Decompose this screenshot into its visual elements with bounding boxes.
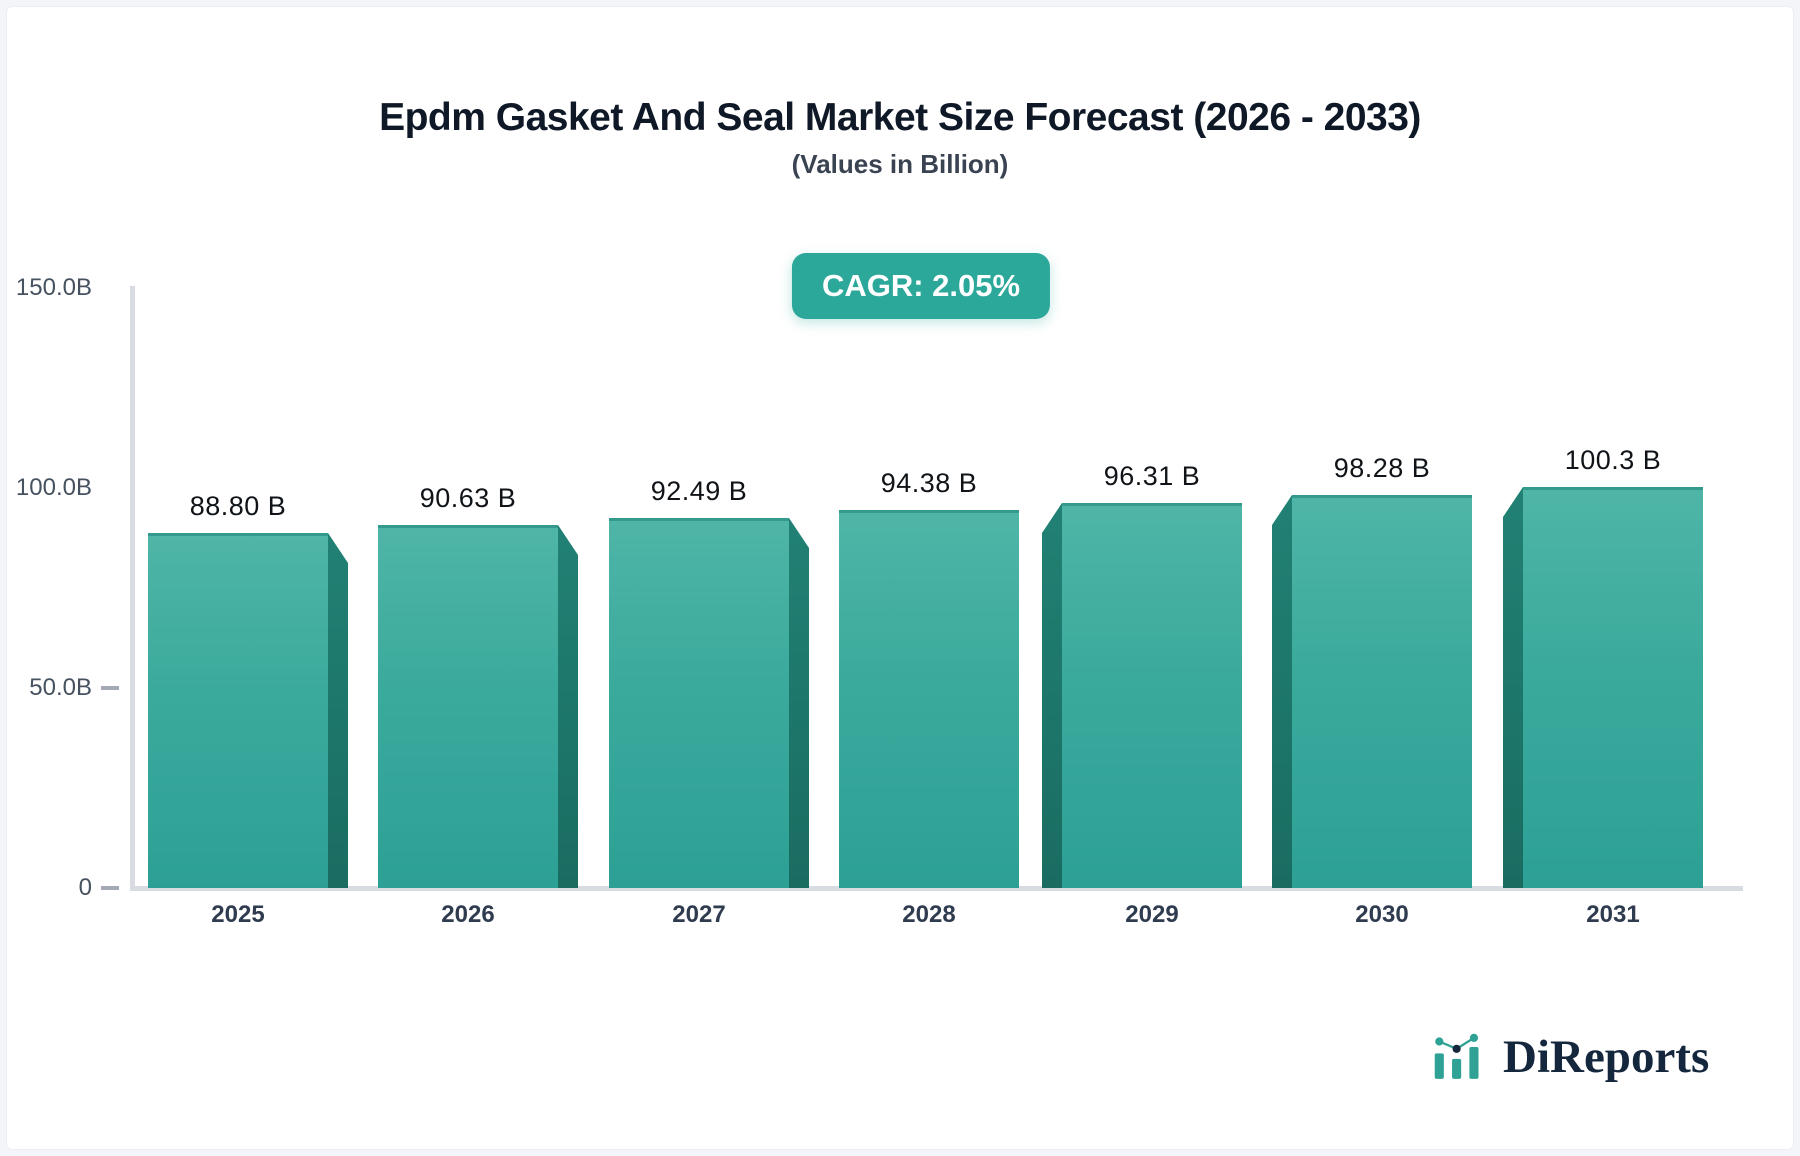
y-axis-line: [130, 286, 135, 888]
bar-side-face: [1503, 487, 1523, 888]
x-tick-label: 2028: [902, 901, 956, 928]
y-tick-label: 150.0B: [15, 274, 92, 301]
bar-2031: [1523, 487, 1703, 888]
y-tick-label: 0: [78, 874, 92, 901]
brand-logo-text: DiReports: [1503, 1030, 1710, 1083]
y-tick-label: 50.0B: [29, 674, 92, 701]
bar-2030: [1292, 495, 1472, 888]
x-tick-label: 2031: [1586, 901, 1640, 928]
x-tick-label: 2027: [672, 901, 726, 928]
bar-side-face: [789, 518, 809, 888]
y-tick-label: 100.0B: [15, 474, 92, 501]
bar-value-label: 94.38 B: [880, 468, 978, 498]
bar-side-face: [1272, 495, 1292, 888]
bar-2027: [609, 518, 789, 888]
chart-title: Epdm Gasket And Seal Market Size Forecas…: [379, 96, 1421, 139]
bar-2026: [378, 525, 558, 888]
bar-value-label: 98.28 B: [1333, 453, 1431, 483]
x-tick-label: 2025: [211, 901, 265, 928]
bar-2029: [1062, 503, 1242, 888]
chart-subtitle: (Values in Billion): [791, 149, 1009, 179]
bar-side-face: [1042, 503, 1062, 888]
bar-value-label: 90.63 B: [419, 483, 517, 513]
x-tick-label: 2030: [1355, 901, 1409, 928]
bar-value-label: 96.31 B: [1103, 461, 1201, 491]
bar-2028: [839, 510, 1019, 888]
bar-line-chart-logo-icon: [1434, 1033, 1479, 1079]
cagr-badge: CAGR: 2.05%: [791, 253, 1051, 319]
bar-side-face: [328, 533, 348, 888]
y-tick-mark: [101, 886, 119, 890]
x-tick-label: 2026: [441, 901, 495, 928]
bar-value-label: 92.49 B: [650, 476, 748, 506]
brand-logo: DiReports: [1432, 1030, 1709, 1084]
x-tick-label: 2029: [1125, 901, 1179, 928]
x-axis-baseline: [130, 886, 1743, 891]
bar-2025: [148, 533, 328, 888]
bar-value-label: 100.3 B: [1564, 445, 1662, 475]
y-tick-mark: [101, 686, 119, 690]
bar-value-label: 88.80 B: [189, 491, 287, 521]
bar-side-face: [558, 525, 578, 888]
